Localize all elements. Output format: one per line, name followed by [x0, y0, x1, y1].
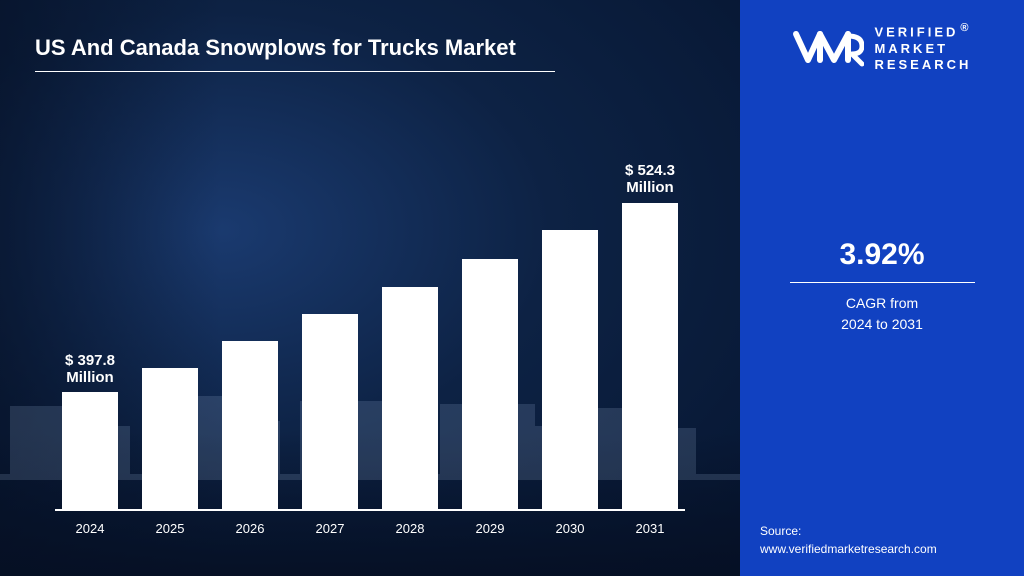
- cagr-caption-line1: CAGR from: [782, 293, 982, 314]
- bar: [462, 259, 518, 510]
- bar: [302, 314, 358, 509]
- cagr-caption-line2: 2024 to 2031: [782, 314, 982, 335]
- title-underline: [35, 71, 555, 72]
- chart-panel: US And Canada Snowplows for Trucks Marke…: [0, 0, 740, 576]
- chart-area: $ 397.8Million$ 524.3Million 20242025202…: [55, 140, 685, 541]
- cagr-underline: [790, 282, 975, 283]
- first-bar-value-label: $ 397.8Million: [65, 352, 115, 387]
- bar-column: [461, 259, 519, 510]
- source-value: www.verifiedmarketresearch.com: [760, 540, 937, 558]
- bar-column: [221, 341, 279, 509]
- bar-column: $ 524.3Million: [621, 203, 679, 509]
- registered-mark: ®: [960, 22, 971, 34]
- x-axis-label: 2026: [221, 515, 279, 541]
- title-block: US And Canada Snowplows for Trucks Marke…: [35, 35, 640, 72]
- brand-line3: RESEARCH: [874, 57, 971, 73]
- x-axis-label: 2027: [301, 515, 359, 541]
- brand-logo: VERIFIED® MARKET RESEARCH: [792, 22, 971, 73]
- x-axis-label: 2024: [61, 515, 119, 541]
- logo-mark-icon: [792, 26, 864, 70]
- bar: [222, 341, 278, 509]
- x-axis-label: 2030: [541, 515, 599, 541]
- bar-column: [141, 368, 199, 509]
- x-axis-label: 2029: [461, 515, 519, 541]
- brand-text: VERIFIED® MARKET RESEARCH: [874, 22, 971, 73]
- last-bar-value-label: $ 524.3Million: [625, 162, 675, 197]
- cagr-value: 3.92%: [782, 238, 982, 272]
- cagr-block: 3.92% CAGR from 2024 to 2031: [782, 238, 982, 335]
- source-block: Source: www.verifiedmarketresearch.com: [760, 522, 937, 558]
- bar: [142, 368, 198, 509]
- cagr-caption: CAGR from 2024 to 2031: [782, 293, 982, 335]
- x-axis-label: 2025: [141, 515, 199, 541]
- brand-line1: VERIFIED: [874, 24, 958, 39]
- x-axis-label: 2028: [381, 515, 439, 541]
- x-axis-label: 2031: [621, 515, 679, 541]
- source-label: Source:: [760, 522, 937, 540]
- bars-container: $ 397.8Million $ 524.3Million: [55, 140, 685, 511]
- side-panel: VERIFIED® MARKET RESEARCH 3.92% CAGR fro…: [740, 0, 1024, 576]
- bar: [62, 392, 118, 509]
- bar-column: $ 397.8Million: [61, 392, 119, 509]
- bar-column: [381, 287, 439, 509]
- bar: [622, 203, 678, 509]
- bar-column: [541, 230, 599, 509]
- infographic-container: US And Canada Snowplows for Trucks Marke…: [0, 0, 1024, 576]
- brand-line2: MARKET: [874, 41, 971, 57]
- chart-title: US And Canada Snowplows for Trucks Marke…: [35, 35, 640, 61]
- bar-column: [301, 314, 359, 509]
- bar: [382, 287, 438, 509]
- bar: [542, 230, 598, 509]
- x-axis-labels: 2024 2025 2026 2027 2028 2029 2030 2031: [55, 515, 685, 541]
